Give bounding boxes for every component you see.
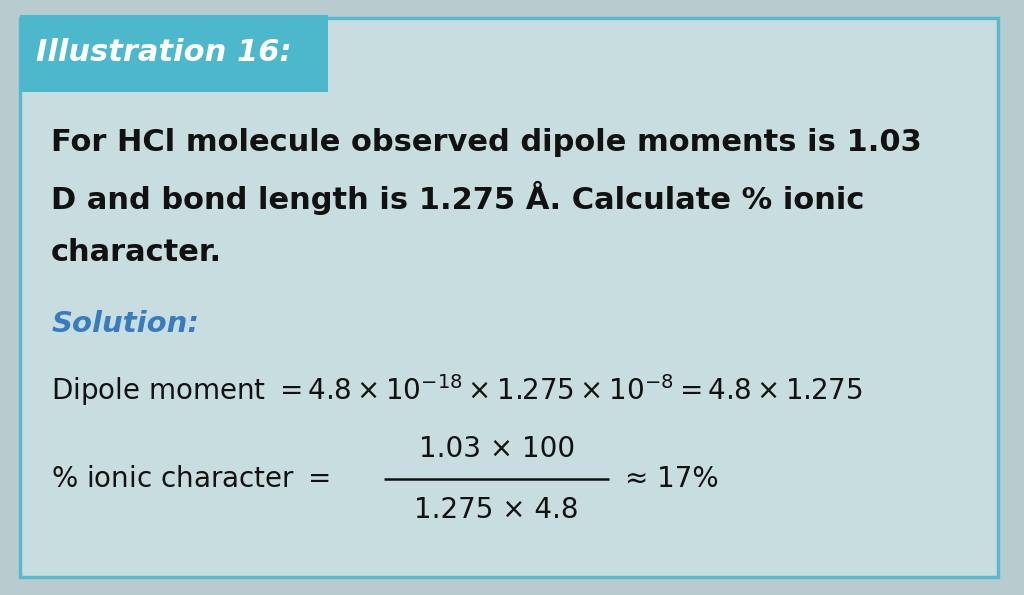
Text: character.: character. bbox=[51, 238, 222, 267]
Text: Solution:: Solution: bbox=[51, 310, 200, 339]
Text: 1.03 × 100: 1.03 × 100 bbox=[419, 435, 574, 464]
Text: D and bond length is 1.275 Å. Calculate % ionic: D and bond length is 1.275 Å. Calculate … bbox=[51, 180, 864, 215]
Text: For HCl molecule observed dipole moments is 1.03: For HCl molecule observed dipole moments… bbox=[51, 129, 922, 157]
FancyBboxPatch shape bbox=[20, 18, 998, 577]
Text: Illustration 16:: Illustration 16: bbox=[36, 38, 292, 67]
Text: Dipole moment $= 4.8 \times 10^{-18} \times 1.275 \times 10^{-8} = 4.8 \times 1.: Dipole moment $= 4.8 \times 10^{-18} \ti… bbox=[51, 372, 863, 408]
FancyBboxPatch shape bbox=[20, 15, 328, 92]
Text: % ionic character $=$: % ionic character $=$ bbox=[51, 465, 330, 493]
Text: 1.275 × 4.8: 1.275 × 4.8 bbox=[415, 496, 579, 524]
Text: ≈ 17%: ≈ 17% bbox=[625, 465, 718, 493]
